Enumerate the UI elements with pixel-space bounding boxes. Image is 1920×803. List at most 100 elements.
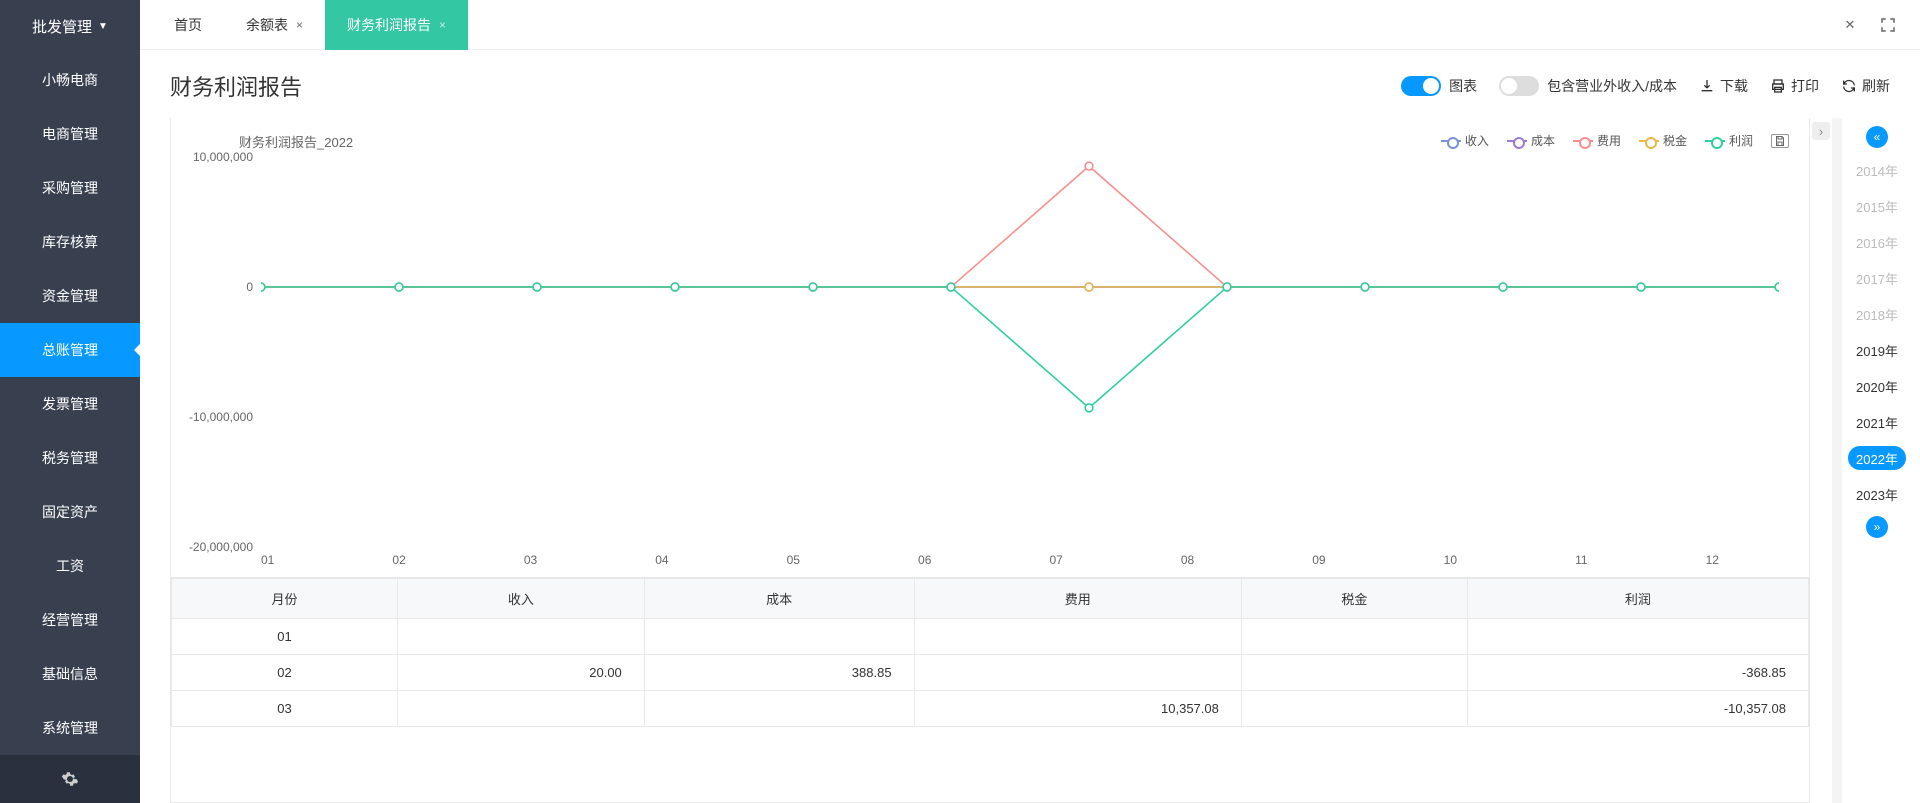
table-row: 01: [172, 619, 1809, 655]
sidebar-item[interactable]: 电商管理: [0, 107, 140, 161]
tab[interactable]: 余额表 ×: [224, 0, 325, 50]
sidebar-item[interactable]: 发票管理: [0, 377, 140, 431]
sidebar-item[interactable]: 库存核算: [0, 215, 140, 269]
tab-label: 首页: [174, 15, 202, 35]
legend-item[interactable]: 税金: [1639, 132, 1687, 149]
table-cell: 01: [172, 619, 398, 655]
table-row: 03 10,357.08 -10,357.08: [172, 691, 1809, 727]
scrollbar[interactable]: [1832, 118, 1842, 803]
x-axis-label: 02: [392, 553, 405, 567]
tab-close-icon[interactable]: ×: [439, 18, 446, 32]
year-scroll-down[interactable]: »: [1866, 516, 1888, 538]
year-button[interactable]: 2017年: [1848, 260, 1906, 296]
year-button[interactable]: 2020年: [1848, 368, 1906, 404]
collapse-right-icon[interactable]: ›: [1812, 122, 1830, 140]
table-header: 月份: [172, 579, 398, 619]
table-cell: -10,357.08: [1467, 691, 1808, 727]
legend-item[interactable]: 利润: [1705, 132, 1753, 149]
x-axis-label: 11: [1575, 553, 1587, 567]
sidebar-item[interactable]: 税务管理: [0, 431, 140, 485]
sidebar-header[interactable]: 批发管理 ▼: [0, 0, 140, 53]
x-axis-label: 10: [1444, 553, 1457, 567]
include-other-label: 包含营业外收入/成本: [1547, 76, 1677, 96]
chart-card: 财务利润报告_2022 收入成本费用税金利润 10,000,0000-10,00…: [171, 118, 1809, 577]
table-cell: [1241, 619, 1467, 655]
table-cell: 20.00: [398, 655, 645, 691]
chart-toggle[interactable]: [1401, 76, 1441, 96]
sidebar-item[interactable]: 总账管理: [0, 323, 140, 377]
tab-label: 余额表: [246, 15, 288, 35]
print-button[interactable]: 打印: [1770, 76, 1819, 96]
table-header: 成本: [644, 579, 914, 619]
legend-save-icon[interactable]: [1771, 134, 1789, 148]
legend-label: 税金: [1663, 132, 1687, 149]
sidebar-item[interactable]: 固定资产: [0, 485, 140, 539]
tab-label: 财务利润报告: [347, 15, 431, 35]
table-cell: [914, 619, 1241, 655]
x-axis-label: 06: [918, 553, 931, 567]
sidebar-item[interactable]: 系统管理: [0, 701, 140, 755]
y-axis-label: 10,000,000: [193, 150, 253, 164]
sidebar-settings[interactable]: [0, 755, 140, 803]
x-axis-label: 05: [787, 553, 800, 567]
y-axis-label: 0: [246, 280, 253, 294]
sidebar-header-label: 批发管理: [32, 16, 92, 37]
year-button[interactable]: 2016年: [1848, 224, 1906, 260]
x-axis-label: 08: [1181, 553, 1194, 567]
table-cell: 02: [172, 655, 398, 691]
tab-close-all[interactable]: ✕: [1840, 15, 1860, 35]
legend-marker-icon: [1705, 136, 1725, 146]
table-cell: 10,357.08: [914, 691, 1241, 727]
chart-body: 10,000,0000-10,000,000-20,000,000: [261, 157, 1779, 547]
page-title: 财务利润报告: [170, 70, 302, 102]
year-rail: « 2014年2015年2016年2017年2018年2019年2020年202…: [1842, 118, 1912, 803]
legend-marker-icon: [1507, 136, 1527, 146]
table-cell: 03: [172, 691, 398, 727]
x-axis-label: 12: [1706, 553, 1719, 567]
data-table: 月份收入成本费用税金利润 010220.00388.85-368.850310,…: [171, 578, 1809, 727]
year-button[interactable]: 2014年: [1848, 152, 1906, 188]
legend-item[interactable]: 费用: [1573, 132, 1621, 149]
refresh-button[interactable]: 刷新: [1841, 76, 1890, 96]
x-axis-label: 07: [1049, 553, 1062, 567]
panel-collapse: ›: [1810, 118, 1832, 803]
tab-close-icon[interactable]: ×: [296, 18, 303, 32]
chart-toggle-label: 图表: [1449, 76, 1477, 96]
data-table-wrap: 月份收入成本费用税金利润 010220.00388.85-368.850310,…: [171, 577, 1809, 802]
year-button[interactable]: 2015年: [1848, 188, 1906, 224]
x-axis-label: 03: [524, 553, 537, 567]
table-header: 税金: [1241, 579, 1467, 619]
legend-item[interactable]: 成本: [1507, 132, 1555, 149]
sidebar-item[interactable]: 资金管理: [0, 269, 140, 323]
legend-label: 利润: [1729, 132, 1753, 149]
x-axis-label: 09: [1312, 553, 1325, 567]
table-cell: [1241, 655, 1467, 691]
sidebar-item[interactable]: 基础信息: [0, 647, 140, 701]
legend-item[interactable]: 收入: [1441, 132, 1489, 149]
year-button[interactable]: 2023年: [1848, 476, 1906, 512]
y-axis-label: -20,000,000: [189, 540, 253, 554]
sidebar-item[interactable]: 小畅电商: [0, 53, 140, 107]
year-button[interactable]: 2018年: [1848, 296, 1906, 332]
table-header: 费用: [914, 579, 1241, 619]
sidebar-item[interactable]: 采购管理: [0, 161, 140, 215]
sidebar-item[interactable]: 工资: [0, 539, 140, 593]
refresh-label: 刷新: [1862, 76, 1890, 96]
chart-x-axis: 010203040506070809101112: [261, 553, 1719, 567]
tab[interactable]: 首页: [152, 0, 224, 50]
legend-marker-icon: [1639, 136, 1659, 146]
table-cell: [398, 619, 645, 655]
tab[interactable]: 财务利润报告 ×: [325, 0, 468, 50]
table-cell: 388.85: [644, 655, 914, 691]
table-cell: [644, 691, 914, 727]
include-other-toggle[interactable]: [1499, 76, 1539, 96]
year-button[interactable]: 2022年: [1848, 446, 1906, 470]
year-scroll-up[interactable]: «: [1866, 126, 1888, 148]
fullscreen-icon[interactable]: [1878, 15, 1898, 35]
x-axis-label: 01: [261, 553, 274, 567]
download-button[interactable]: 下载: [1699, 76, 1748, 96]
gear-icon: [61, 770, 79, 788]
year-button[interactable]: 2019年: [1848, 332, 1906, 368]
year-button[interactable]: 2021年: [1848, 404, 1906, 440]
sidebar-item[interactable]: 经营管理: [0, 593, 140, 647]
